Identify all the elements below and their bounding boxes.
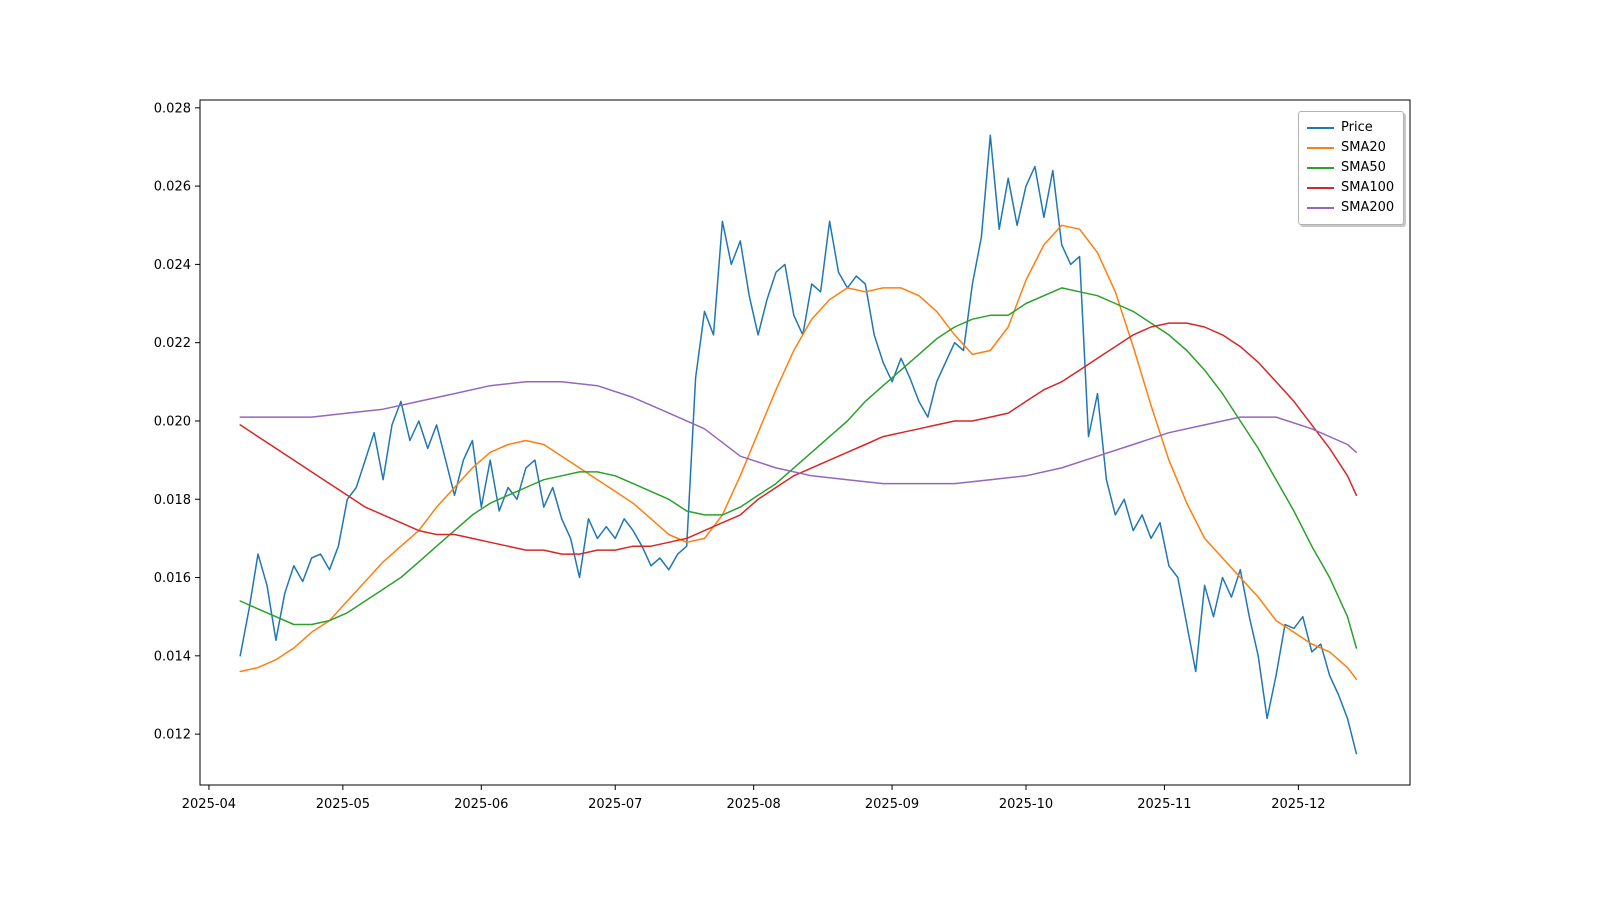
legend-line-sample-icon <box>1307 147 1334 149</box>
series-line-sma50 <box>239 287 1358 649</box>
legend-item-sma20: SMA20 <box>1307 138 1394 158</box>
series-line-price <box>239 134 1358 755</box>
x-tick-label: 2025-06 <box>454 797 508 812</box>
y-tick-label: 0.014 <box>154 649 191 664</box>
x-tick-label: 2025-11 <box>1137 797 1191 812</box>
legend-item-sma50: SMA50 <box>1307 158 1394 178</box>
legend-item-price: Price <box>1307 118 1394 138</box>
legend-line-sample-icon <box>1307 207 1334 209</box>
x-tick-label: 2025-08 <box>726 797 780 812</box>
series-line-sma200 <box>239 381 1358 485</box>
y-tick-label: 0.024 <box>154 258 191 273</box>
legend-line-sample-icon <box>1307 127 1334 129</box>
y-tick-label: 0.012 <box>154 728 191 743</box>
plot-frame <box>199 99 1411 786</box>
legend-line-sample-icon <box>1307 187 1334 189</box>
legend-item-sma200: SMA200 <box>1307 198 1394 218</box>
legend-item-sma100: SMA100 <box>1307 178 1394 198</box>
y-tick-label: 0.022 <box>154 336 191 351</box>
x-tick-label: 2025-09 <box>865 797 919 812</box>
y-tick-label: 0.018 <box>154 493 191 508</box>
legend-label: SMA100 <box>1341 180 1395 195</box>
legend-line-sample-icon <box>1307 167 1334 169</box>
legend: Price SMA20 SMA50 SMA100 SMA200 <box>1298 111 1405 225</box>
x-tick-label: 2025-05 <box>316 797 370 812</box>
y-tick-label: 0.016 <box>154 571 191 586</box>
legend-label: SMA20 <box>1341 140 1386 155</box>
legend-label: Price <box>1341 120 1373 135</box>
y-tick-label: 0.028 <box>154 101 191 116</box>
x-tick-label: 2025-12 <box>1271 797 1325 812</box>
series-line-sma20 <box>239 224 1358 681</box>
x-tick-label: 2025-04 <box>182 797 236 812</box>
y-tick-label: 0.026 <box>154 180 191 195</box>
legend-label: SMA50 <box>1341 160 1386 175</box>
y-tick-label: 0.020 <box>154 414 191 429</box>
x-tick-label: 2025-10 <box>999 797 1053 812</box>
series-line-sma100 <box>239 322 1358 555</box>
x-tick-label: 2025-07 <box>588 797 642 812</box>
legend-label: SMA200 <box>1341 200 1395 215</box>
